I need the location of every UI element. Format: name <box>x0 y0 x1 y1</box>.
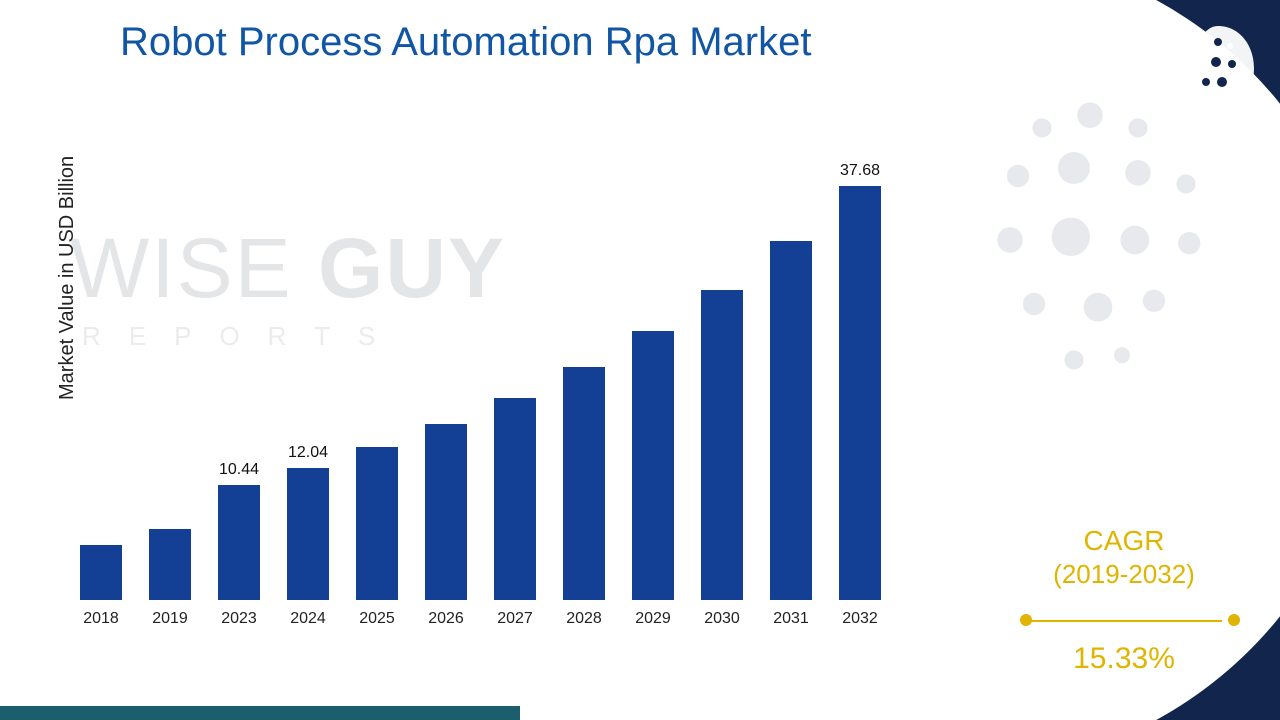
bar <box>563 367 605 600</box>
bar-chart-plot: 10.44 12.04 37.68 <box>80 160 910 600</box>
cagr-value: 15.33% <box>994 642 1254 676</box>
bar <box>356 447 398 600</box>
bar: 37.68 <box>839 186 881 600</box>
x-tick-label: 2019 <box>139 610 201 628</box>
x-tick-label: 2018 <box>70 610 132 628</box>
bar <box>149 529 191 601</box>
logo-line1a: WISE <box>982 22 1073 60</box>
cagr-block: CAGR (2019-2032) 15.33% <box>994 525 1254 676</box>
x-tick-label: 2027 <box>484 610 546 628</box>
bar <box>80 545 122 600</box>
logo: WISE GUY REPORTS <box>982 22 1160 79</box>
bar: 12.04 <box>287 468 329 600</box>
logo-line1b: GUY <box>1083 22 1160 60</box>
logo-head-icon <box>1170 20 1260 120</box>
x-tick-label: 2031 <box>760 610 822 628</box>
bar: 10.44 <box>218 485 260 600</box>
cagr-dot-left-icon <box>1020 614 1032 626</box>
x-tick-label: 2029 <box>622 610 684 628</box>
y-axis-label: Market Value in USD Billion <box>56 156 79 400</box>
cagr-divider <box>1020 608 1228 632</box>
cagr-label: CAGR <box>994 525 1254 557</box>
x-tick-label: 2028 <box>553 610 615 628</box>
bar <box>701 290 743 600</box>
bottom-accent-bar <box>0 706 520 720</box>
x-tick-label: 2025 <box>346 610 408 628</box>
x-tick-label: 2030 <box>691 610 753 628</box>
x-tick-label: 2024 <box>277 610 339 628</box>
bar <box>770 241 812 600</box>
x-tick-label: 2026 <box>415 610 477 628</box>
cagr-dot-right-icon <box>1228 614 1240 626</box>
page-root: WISE GUY REPORTS Robot Process Automatio… <box>0 0 1280 720</box>
bar <box>494 398 536 600</box>
bar-value-label: 37.68 <box>839 162 881 180</box>
bar <box>632 331 674 601</box>
bar-value-label: 12.04 <box>287 444 329 462</box>
x-tick-label: 2023 <box>208 610 270 628</box>
bar <box>425 424 467 600</box>
bar-value-label: 10.44 <box>218 461 260 479</box>
x-tick-label: 2032 <box>829 610 891 628</box>
cagr-period: (2019-2032) <box>994 559 1254 590</box>
chart-title: Robot Process Automation Rpa Market <box>120 20 811 65</box>
bar-chart: 10.4412.0437.68 201820192023202420252026… <box>80 160 910 630</box>
logo-line2: REPORTS <box>982 63 1160 79</box>
logo-head-faint-icon <box>946 80 1234 400</box>
